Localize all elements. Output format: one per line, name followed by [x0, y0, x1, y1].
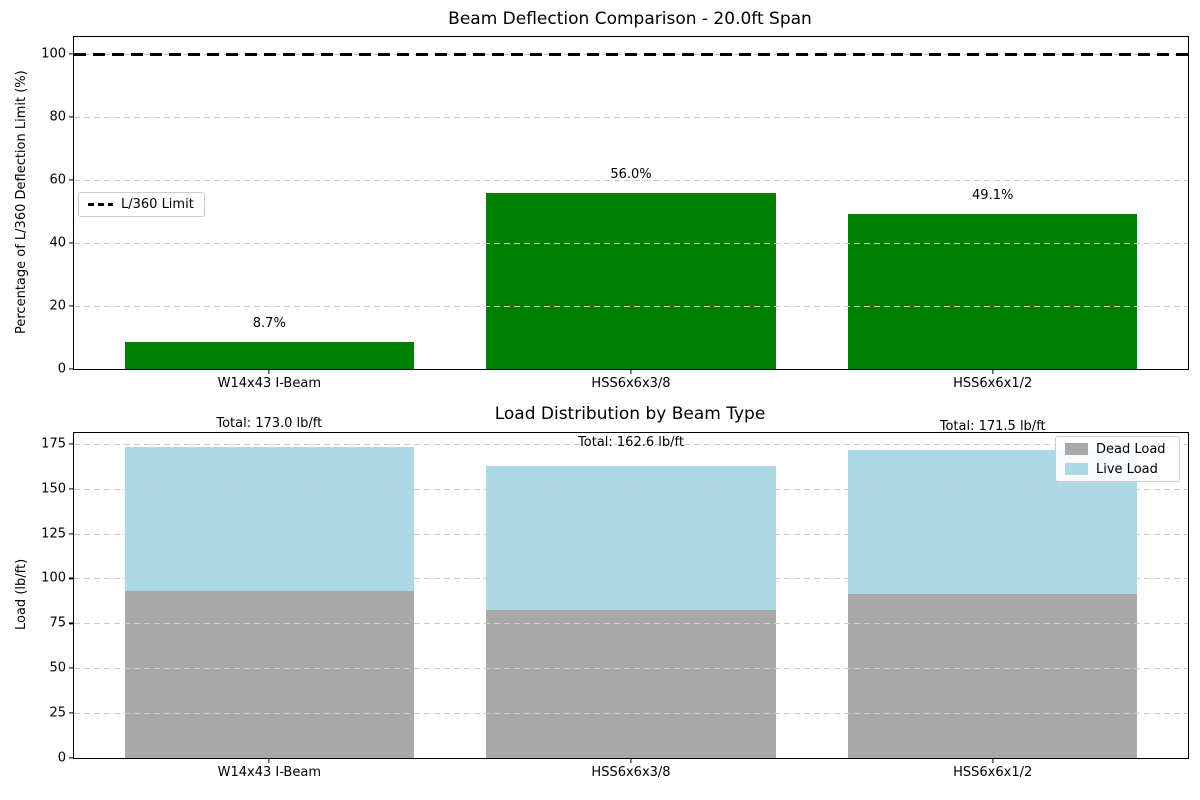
- gridline-80: [74, 117, 1188, 119]
- bar-value-label: 56.0%: [610, 166, 652, 182]
- gridline-25: [74, 713, 1188, 715]
- y-tick-mark: [69, 368, 74, 370]
- bar-total-label: Total: 162.6 lb/ft: [578, 435, 684, 451]
- y-tick-mark: [69, 116, 74, 118]
- value-bar: [486, 192, 776, 369]
- y-tick-mark: [69, 305, 74, 307]
- live-load-bar: [486, 466, 776, 610]
- load-chart-title: Load Distribution by Beam Type: [494, 404, 766, 424]
- legend-label: Dead Load: [1096, 441, 1166, 457]
- deflection-chart-title: Beam Deflection Comparison - 20.0ft Span: [448, 9, 812, 29]
- load-legend: Dead Load Live Load: [1055, 436, 1180, 482]
- x-tick-label-2: HSS6x6x3/8: [591, 765, 671, 780]
- value-bar: [124, 341, 414, 369]
- x-tick-mark: [268, 369, 270, 374]
- legend-entry-dead-load: Dead Load: [1065, 442, 1170, 457]
- legend-label: Live Load: [1096, 461, 1158, 477]
- load-plot-area: 0 25 50 75 100 125 150 175 W14x43 I-Beam HSS6x6x3…: [41, 416, 1189, 780]
- gridline-40: [74, 243, 1188, 245]
- x-tick-mark: [992, 369, 994, 374]
- y-tick-mark: [69, 532, 74, 535]
- x-tick-mark: [630, 758, 632, 763]
- bar-value-label: 8.7%: [252, 315, 286, 331]
- x-tick-mark: [630, 369, 632, 374]
- y-tick-mark: [69, 242, 74, 244]
- y-tick-mark: [69, 757, 74, 759]
- y-tick-label: 100: [41, 46, 66, 62]
- y-tick-label: 175: [41, 436, 66, 452]
- dead-load-bar: [848, 593, 1138, 758]
- gridline-60: [74, 180, 1188, 182]
- y-tick-label: 75: [49, 615, 66, 631]
- x-tick-mark: [992, 758, 994, 763]
- y-tick-label: 60: [49, 172, 66, 188]
- y-tick-mark: [69, 179, 74, 181]
- gridline-75: [74, 623, 1188, 625]
- deflection-plot-area: 0 20 40 60 80 100 W14x43 I-Beam HSS6x6x3/8 HSS6x…: [41, 36, 1189, 391]
- y-tick-mark: [69, 667, 74, 669]
- x-tick-label-3: HSS6x6x1/2: [953, 376, 1033, 391]
- y-tick-mark: [69, 443, 74, 445]
- y-tick-label: 80: [49, 109, 66, 125]
- bar-total-label: Total: 171.5 lb/ft: [939, 419, 1046, 435]
- y-tick-mark: [69, 577, 74, 580]
- legend-label: L/360 Limit: [121, 197, 194, 212]
- y-tick-label: 100: [41, 570, 66, 586]
- y-tick-mark: [69, 712, 74, 714]
- dead-load-swatch-icon: [1065, 443, 1088, 455]
- gridline-125: [74, 533, 1188, 535]
- y-tick-label: 125: [41, 526, 66, 542]
- deflection-legend: L/360 Limit: [78, 192, 205, 217]
- gridline-175: [74, 443, 1188, 445]
- dead-load-bar: [486, 609, 776, 758]
- live-load-bar: [124, 447, 414, 591]
- x-tick-label-1: W14x43 I-Beam: [217, 765, 321, 780]
- live-load-swatch-icon: [1065, 463, 1088, 475]
- y-tick-label: 50: [49, 660, 66, 676]
- gridline-100: [74, 578, 1188, 580]
- value-bar: [848, 214, 1138, 369]
- bar-total-label: Total: 173.0 lb/ft: [216, 416, 323, 432]
- dashed-line-icon: [88, 203, 113, 206]
- deflection-y-axis-label: Percentage of L/360 Deflection Limit (%): [14, 70, 29, 334]
- legend-entry-live-load: Live Load: [1065, 462, 1170, 477]
- gridline-20: [74, 306, 1188, 308]
- y-tick-label: 25: [49, 705, 66, 721]
- gridline-50: [74, 668, 1188, 670]
- x-tick-mark: [268, 758, 270, 763]
- x-tick-label-2: HSS6x6x3/8: [591, 376, 671, 391]
- bar-value-label: 49.1%: [972, 188, 1014, 204]
- y-tick-label: 0: [57, 750, 66, 766]
- l360-limit-line: [74, 53, 1188, 56]
- y-tick-mark: [69, 622, 74, 624]
- legend-entry-l360-limit: L/360 Limit: [88, 197, 195, 212]
- y-tick-label: 0: [57, 361, 66, 377]
- gridline-150: [74, 488, 1188, 490]
- y-tick-mark: [69, 53, 74, 55]
- x-tick-label-3: HSS6x6x1/2: [953, 765, 1033, 780]
- dead-load-bar: [124, 591, 414, 758]
- x-tick-label-1: W14x43 I-Beam: [217, 376, 321, 391]
- y-tick-mark: [69, 488, 74, 490]
- y-tick-label: 20: [49, 298, 66, 314]
- y-tick-label: 150: [41, 481, 66, 497]
- y-tick-label: 40: [49, 235, 66, 251]
